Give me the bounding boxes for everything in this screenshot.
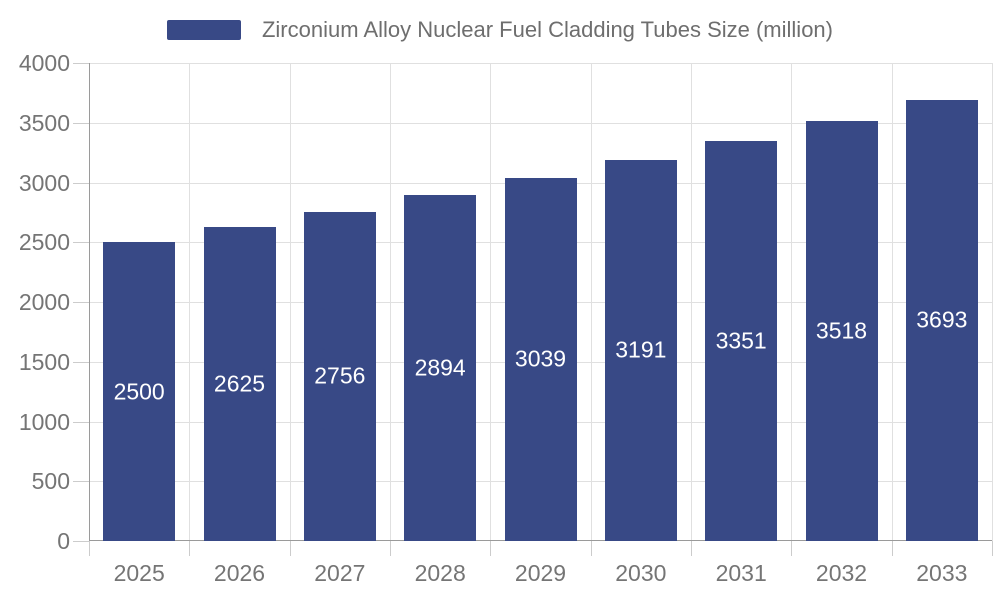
bar-2030[interactable]: 3191	[604, 159, 677, 541]
gridline-vertical	[390, 63, 391, 541]
legend-swatch	[166, 20, 241, 40]
gridline-vertical	[791, 63, 793, 541]
bar-2028[interactable]: 2894	[404, 195, 477, 541]
x-tick	[89, 541, 90, 556]
x-tick	[189, 541, 191, 556]
y-tick	[73, 242, 89, 244]
x-tick	[992, 541, 993, 556]
x-tick	[891, 541, 893, 556]
x-tick-label: 2033	[916, 560, 968, 586]
legend-label: Zirconium Alloy Nuclear Fuel Cladding Tu…	[261, 17, 833, 42]
gridline-vertical	[289, 63, 291, 541]
y-tick-label: 3500	[18, 109, 70, 136]
x-tick	[289, 541, 291, 556]
x-tick-label: 2031	[715, 560, 767, 586]
y-tick-label: 1000	[18, 408, 70, 435]
bar-value-label: 2756	[314, 362, 366, 389]
y-tick	[73, 63, 89, 64]
bar-2025[interactable]: 2500	[103, 242, 176, 541]
y-tick-label: 4000	[18, 50, 70, 76]
bar-2031[interactable]: 3351	[705, 140, 778, 541]
plot-area: 2500 2625 2756 2894 3039 3191 3351 3518 3693	[73, 63, 993, 556]
legend[interactable]: Zirconium Alloy Nuclear Fuel Cladding Tu…	[0, 17, 1000, 43]
bar-2029[interactable]: 3039	[504, 177, 577, 541]
bar-2033[interactable]: 3693	[905, 99, 978, 541]
bar-value-label: 3039	[514, 345, 567, 372]
y-tick	[73, 361, 89, 363]
y-axis-line	[89, 63, 90, 556]
bar-value-label: 2625	[213, 370, 266, 397]
bar-value-label: 3351	[715, 327, 767, 354]
x-tick	[791, 541, 793, 556]
x-tick	[590, 541, 592, 556]
bar-value-label: 2894	[414, 354, 466, 381]
bar-2026[interactable]: 2625	[203, 227, 276, 541]
x-tick	[390, 541, 391, 556]
gridline-horizontal	[89, 63, 992, 64]
x-tick	[691, 541, 692, 556]
gridline-vertical	[891, 63, 893, 541]
x-tick-label: 2027	[314, 560, 366, 586]
bar-value-label: 3191	[615, 336, 667, 363]
bar-value-label: 2500	[113, 378, 165, 405]
y-tick-label: 1500	[18, 348, 70, 375]
y-tick-label: 2000	[18, 289, 70, 315]
x-tick-label: 2028	[414, 560, 466, 586]
x-tick-label: 2025	[113, 560, 165, 586]
y-tick	[73, 421, 89, 423]
bar-value-label: 3693	[916, 306, 968, 333]
gridline-vertical	[490, 63, 492, 541]
gridline-vertical	[590, 63, 592, 541]
y-tick	[73, 481, 89, 483]
bar-2032[interactable]: 3518	[805, 120, 878, 541]
x-tick-label: 2026	[213, 560, 266, 586]
x-tick	[490, 541, 492, 556]
y-tick-label: 3000	[18, 169, 70, 196]
y-tick	[73, 182, 89, 184]
y-tick-label: 500	[31, 468, 70, 495]
x-tick-label: 2030	[615, 560, 667, 586]
bar-2027[interactable]: 2756	[303, 211, 376, 541]
y-tick-label: 2500	[18, 229, 70, 256]
x-tick-label: 2032	[815, 560, 868, 586]
gridline-vertical	[992, 63, 993, 541]
x-tick-label: 2029	[514, 560, 567, 586]
gridline-vertical	[691, 63, 692, 541]
bar-value-label: 3518	[815, 317, 868, 344]
y-tick	[73, 302, 89, 303]
y-tick	[73, 122, 89, 124]
gridline-vertical	[189, 63, 191, 541]
y-tick-label: 0	[57, 528, 70, 554]
y-tick	[73, 541, 89, 542]
gridline-horizontal	[89, 122, 992, 124]
